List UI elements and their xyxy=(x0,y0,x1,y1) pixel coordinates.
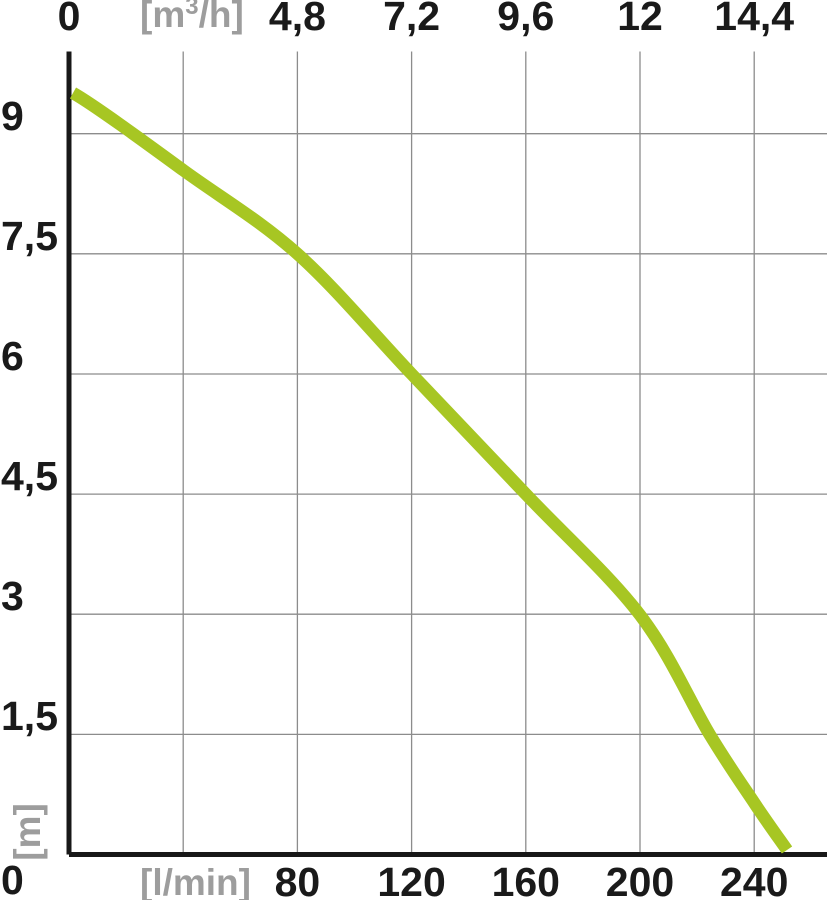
svg-text:[m]: [m] xyxy=(7,803,48,861)
svg-text:0: 0 xyxy=(1,857,24,900)
svg-text:12: 12 xyxy=(617,0,663,39)
svg-text:6: 6 xyxy=(1,333,24,379)
svg-text:14,4: 14,4 xyxy=(714,0,794,39)
svg-text:3: 3 xyxy=(1,573,24,619)
svg-text:7,5: 7,5 xyxy=(1,213,58,259)
svg-text:4,8: 4,8 xyxy=(269,0,326,39)
svg-text:0: 0 xyxy=(58,0,81,39)
svg-text:4,5: 4,5 xyxy=(1,453,58,499)
svg-text:160: 160 xyxy=(492,859,560,900)
svg-text:240: 240 xyxy=(720,859,788,900)
svg-text:7,2: 7,2 xyxy=(383,0,440,39)
svg-text:[m3/h]: [m3/h] xyxy=(140,0,244,35)
svg-text:[l/min]: [l/min] xyxy=(140,862,251,900)
svg-text:1,5: 1,5 xyxy=(1,693,58,739)
svg-text:120: 120 xyxy=(377,859,445,900)
svg-text:200: 200 xyxy=(606,859,674,900)
svg-text:9: 9 xyxy=(1,93,24,139)
svg-text:9,6: 9,6 xyxy=(497,0,554,39)
svg-text:80: 80 xyxy=(275,859,321,900)
